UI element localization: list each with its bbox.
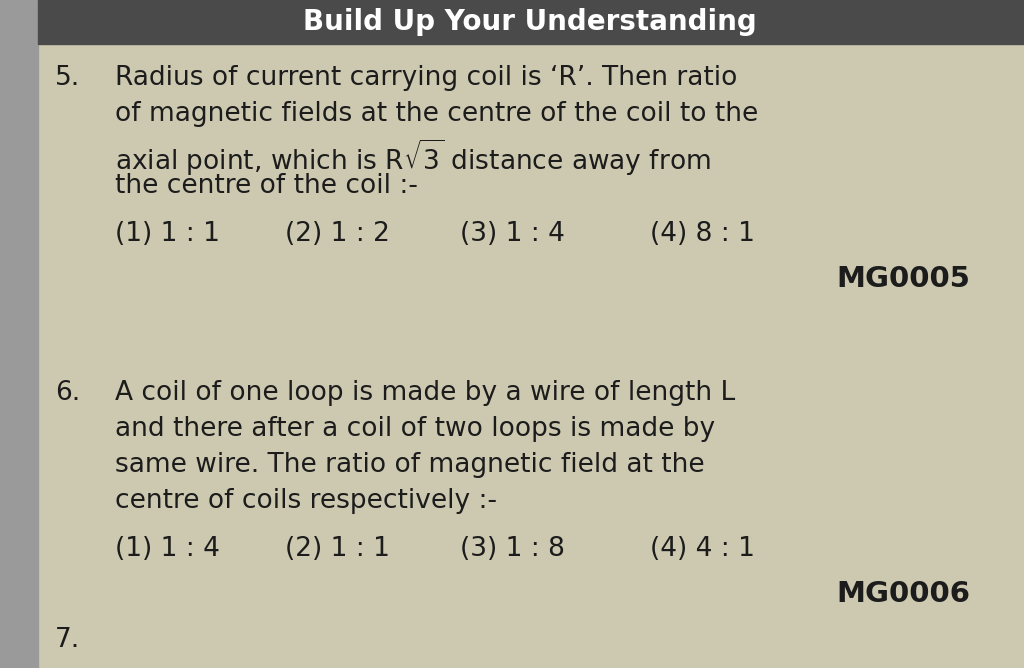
Text: MG0005: MG0005 [837, 265, 970, 293]
Text: centre of coils respectively :-: centre of coils respectively :- [115, 488, 497, 514]
Text: (3) 1 : 4: (3) 1 : 4 [460, 221, 565, 247]
Text: (3) 1 : 8: (3) 1 : 8 [460, 536, 565, 562]
Text: (2) 1 : 2: (2) 1 : 2 [285, 221, 390, 247]
Text: (1) 1 : 1: (1) 1 : 1 [115, 221, 220, 247]
Text: (4) 4 : 1: (4) 4 : 1 [650, 536, 755, 562]
Bar [0, 0, 38, 668]
Text: (4) 8 : 1: (4) 8 : 1 [650, 221, 755, 247]
Text: the centre of the coil :-: the centre of the coil :- [115, 173, 418, 199]
Text: (2) 1 : 1: (2) 1 : 1 [285, 536, 390, 562]
Text: 5.: 5. [55, 65, 80, 91]
Text: Radius of current carrying coil is ‘R’. Then ratio: Radius of current carrying coil is ‘R’. … [115, 65, 737, 91]
Text: A coil of one loop is made by a wire of length L: A coil of one loop is made by a wire of … [115, 380, 735, 406]
Text: same wire. The ratio of magnetic field at the: same wire. The ratio of magnetic field a… [115, 452, 705, 478]
Text: axial point, which is R$\sqrt{3}$ distance away from: axial point, which is R$\sqrt{3}$ distan… [115, 137, 711, 178]
Text: MG0006: MG0006 [836, 580, 970, 608]
Text: of magnetic fields at the centre of the coil to the: of magnetic fields at the centre of the … [115, 101, 758, 127]
Text: 7.: 7. [55, 627, 80, 653]
Text: Build Up Your Understanding: Build Up Your Understanding [303, 8, 757, 36]
Text: (1) 1 : 4: (1) 1 : 4 [115, 536, 220, 562]
Text: and there after a coil of two loops is made by: and there after a coil of two loops is m… [115, 416, 715, 442]
Bar [38, 0, 1024, 44]
Text: 6.: 6. [55, 380, 80, 406]
